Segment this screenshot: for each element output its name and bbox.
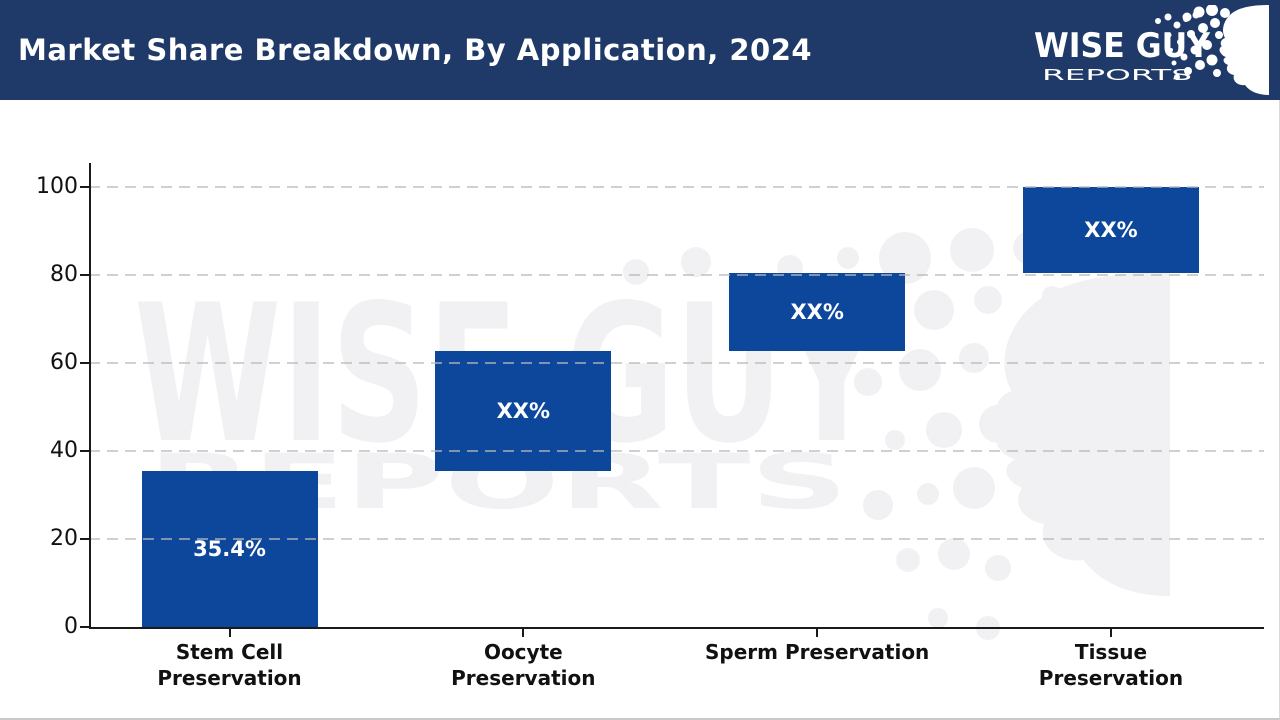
header-bar: Market Share Breakdown, By Application, …: [0, 0, 1280, 100]
y-tick-label: 60: [50, 350, 78, 375]
grid-line: [89, 450, 1264, 452]
y-tick-label: 0: [64, 614, 78, 639]
y-tick-label: 80: [50, 262, 78, 287]
y-tick: [80, 186, 89, 188]
x-tick: [522, 629, 525, 637]
y-axis-spine: [89, 163, 91, 629]
bar-segment: [1022, 187, 1199, 273]
x-category-label: Stem Cell Preservation: [157, 640, 302, 690]
bar-value-label: XX%: [790, 299, 844, 324]
grid-line: [89, 186, 1264, 188]
x-category-label: Oocyte Preservation: [451, 640, 596, 690]
x-tick: [816, 629, 819, 637]
watermark-head-silhouette: [996, 272, 1170, 596]
x-category-label: Tissue Preservation: [1038, 640, 1184, 690]
x-axis-spine: [89, 627, 1264, 629]
x-tick: [228, 629, 231, 637]
y-tick-label: 40: [50, 438, 78, 463]
grid-line: [89, 538, 1264, 540]
y-tick: [80, 274, 89, 276]
y-tick: [80, 626, 89, 628]
bar-value-label: XX%: [496, 399, 551, 424]
x-tick: [1109, 629, 1112, 637]
logo-head-silhouette: [1220, 5, 1269, 95]
y-tick: [80, 538, 89, 540]
y-tick: [80, 450, 89, 452]
logo-sub-text: REPORTS: [1042, 66, 1192, 84]
grid-line: [89, 362, 1264, 364]
bar-segment: [141, 471, 318, 627]
x-category-label: Sperm Preservation: [705, 640, 930, 664]
page-title: Market Share Breakdown, By Application, …: [18, 33, 813, 67]
brand-logo: WISE GUY REPORTS: [1034, 5, 1269, 95]
bar-value-label: XX%: [1084, 217, 1138, 242]
grid-line: [89, 274, 1264, 276]
logo-dots-and-head: [1166, 5, 1269, 95]
y-tick-label: 100: [36, 174, 78, 199]
y-tick-label: 20: [50, 526, 78, 551]
bar-value-label: 35.4%: [193, 537, 266, 562]
y-tick: [80, 362, 89, 364]
logo-brand-text: WISE GUY: [1034, 26, 1210, 66]
